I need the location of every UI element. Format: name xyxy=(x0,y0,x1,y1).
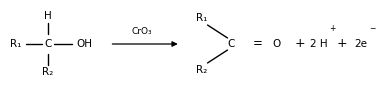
Text: 2 H: 2 H xyxy=(310,39,328,49)
Text: H: H xyxy=(44,11,52,21)
Text: 2e: 2e xyxy=(354,39,367,49)
Text: CrO₃: CrO₃ xyxy=(132,27,152,36)
Text: O: O xyxy=(272,39,281,49)
Text: =: = xyxy=(252,37,262,51)
Text: OH: OH xyxy=(76,39,93,49)
Text: R₁: R₁ xyxy=(10,39,21,49)
Text: +: + xyxy=(337,37,347,51)
Text: R₁: R₁ xyxy=(196,13,207,23)
Text: +: + xyxy=(294,37,305,51)
Text: R₂: R₂ xyxy=(196,65,207,75)
Text: −: − xyxy=(369,24,375,33)
Text: C: C xyxy=(227,39,234,49)
Text: C: C xyxy=(44,39,52,49)
Text: R₂: R₂ xyxy=(42,67,54,77)
Text: +: + xyxy=(329,24,336,33)
